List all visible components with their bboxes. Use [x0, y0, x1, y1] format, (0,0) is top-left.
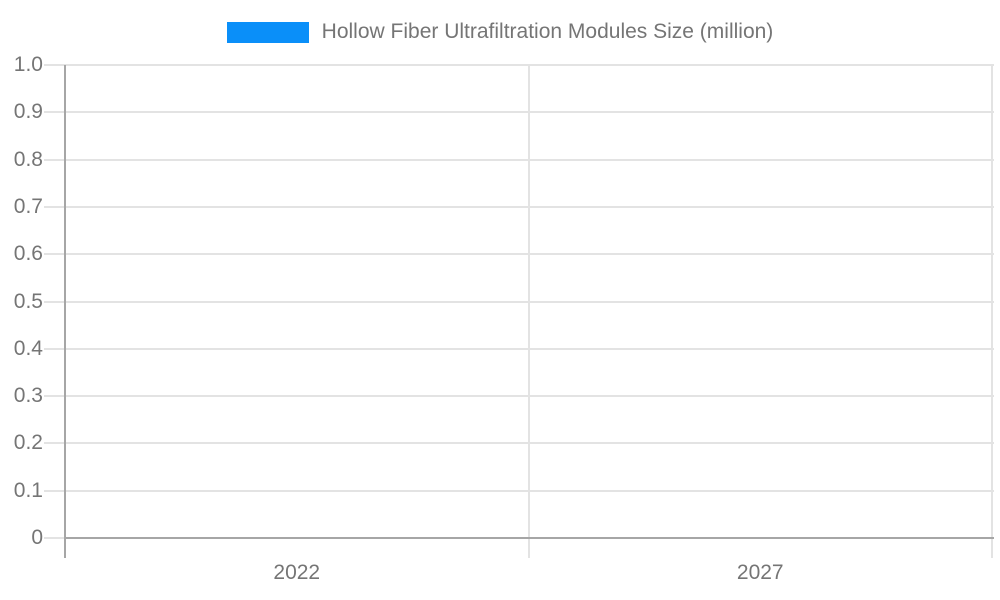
y-axis-tick [44, 442, 65, 445]
y-axis-tick [44, 347, 65, 350]
y-axis-line [64, 65, 66, 558]
y-gridline [65, 300, 994, 303]
y-axis-tick-label: 0.7 [13, 194, 43, 218]
y-axis-tick-label: 0.8 [13, 147, 43, 171]
y-axis-tick-label: 0.3 [13, 384, 43, 408]
x-axis-baseline [65, 537, 994, 539]
y-gridline [65, 395, 994, 398]
x-gridline [527, 65, 530, 558]
y-axis-tick-label: 0.1 [13, 478, 43, 502]
y-axis-tick [44, 300, 65, 303]
y-gridline [65, 111, 994, 114]
y-gridline [65, 347, 994, 350]
y-axis-tick [44, 205, 65, 208]
y-axis-tick-label: 0.6 [13, 242, 43, 266]
x-axis-category-label: 2027 [736, 561, 784, 584]
y-axis-tick-label: 1.0 [13, 53, 43, 76]
y-axis-tick-label: 0.5 [13, 289, 43, 313]
y-axis-tick [44, 253, 65, 256]
y-gridline [65, 158, 994, 161]
y-axis-tick-label: 0.9 [13, 100, 43, 124]
legend-series-label: Hollow Fiber Ultrafiltration Modules Siz… [321, 20, 774, 43]
x-axis-category-label: 2022 [273, 561, 321, 584]
y-axis-tick [44, 64, 65, 66]
y-gridline [65, 442, 994, 445]
y-axis-tick [44, 395, 65, 398]
y-gridline [65, 253, 994, 256]
y-gridline [65, 489, 994, 492]
y-gridline [65, 64, 994, 66]
y-axis-tick-label: 0.2 [13, 431, 43, 455]
y-axis-tick [44, 537, 65, 539]
y-axis-tick-label: 0 [31, 526, 43, 549]
x-gridline [991, 65, 993, 558]
y-gridline [65, 205, 994, 208]
y-axis-tick-label: 0.4 [13, 336, 43, 360]
y-axis-tick [44, 489, 65, 492]
y-axis-tick [44, 158, 65, 161]
legend-color-swatch [226, 21, 309, 43]
legend: Hollow Fiber Ultrafiltration Modules Siz… [0, 16, 1000, 48]
y-axis-tick [44, 111, 65, 114]
